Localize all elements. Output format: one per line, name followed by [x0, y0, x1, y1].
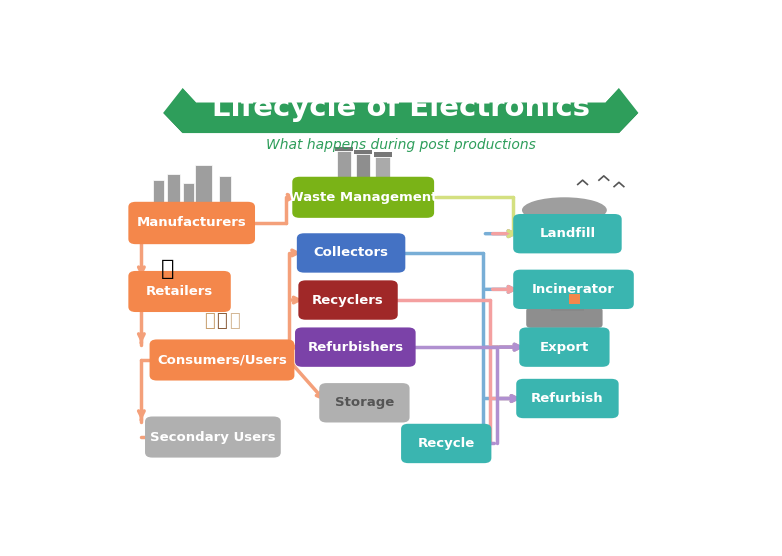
Polygon shape [605, 88, 638, 133]
FancyBboxPatch shape [374, 152, 392, 157]
FancyBboxPatch shape [335, 147, 353, 151]
FancyBboxPatch shape [516, 379, 619, 418]
Text: Collectors: Collectors [314, 246, 389, 260]
Polygon shape [163, 88, 196, 133]
FancyBboxPatch shape [196, 165, 212, 203]
Text: Storage: Storage [335, 396, 394, 409]
Text: Recycle: Recycle [418, 437, 475, 450]
Text: Recyclers: Recyclers [312, 294, 384, 306]
FancyBboxPatch shape [401, 424, 491, 463]
FancyBboxPatch shape [128, 202, 255, 244]
Text: 🛍: 🛍 [161, 259, 174, 279]
Text: 👤: 👤 [205, 312, 215, 330]
Polygon shape [163, 113, 183, 133]
Text: Secondary Users: Secondary Users [150, 430, 276, 444]
Polygon shape [183, 88, 619, 133]
Text: Landfill: Landfill [540, 227, 596, 240]
FancyBboxPatch shape [128, 271, 231, 312]
FancyBboxPatch shape [183, 183, 194, 203]
FancyBboxPatch shape [297, 234, 405, 272]
FancyBboxPatch shape [145, 416, 281, 458]
FancyBboxPatch shape [167, 173, 180, 203]
Text: Lifecycle of Electronics: Lifecycle of Electronics [212, 95, 590, 122]
FancyBboxPatch shape [354, 150, 372, 155]
Text: Waste Management: Waste Management [289, 191, 437, 204]
Text: Refurbishers: Refurbishers [307, 341, 404, 354]
FancyBboxPatch shape [513, 270, 633, 309]
FancyBboxPatch shape [551, 302, 584, 311]
Text: Consumers/Users: Consumers/Users [157, 354, 287, 366]
FancyBboxPatch shape [519, 327, 609, 367]
Ellipse shape [522, 197, 607, 223]
Text: Manufacturers: Manufacturers [137, 216, 246, 230]
FancyBboxPatch shape [295, 327, 415, 367]
FancyBboxPatch shape [375, 157, 390, 178]
Text: Refurbish: Refurbish [531, 392, 604, 405]
Text: Export: Export [540, 341, 589, 354]
Text: 👤: 👤 [229, 312, 239, 330]
FancyBboxPatch shape [292, 177, 434, 218]
FancyBboxPatch shape [526, 307, 603, 328]
FancyBboxPatch shape [513, 214, 622, 254]
FancyBboxPatch shape [569, 295, 580, 304]
FancyBboxPatch shape [149, 339, 294, 380]
Text: What happens during post productions: What happens during post productions [266, 138, 536, 152]
FancyBboxPatch shape [219, 176, 231, 203]
FancyBboxPatch shape [356, 155, 371, 178]
Text: Retailers: Retailers [146, 285, 213, 298]
FancyBboxPatch shape [299, 280, 398, 320]
Polygon shape [619, 113, 638, 133]
Text: 👤: 👤 [217, 312, 228, 330]
FancyBboxPatch shape [336, 151, 351, 178]
Text: Incinerator: Incinerator [532, 283, 615, 296]
FancyBboxPatch shape [319, 383, 410, 423]
FancyBboxPatch shape [153, 180, 163, 203]
